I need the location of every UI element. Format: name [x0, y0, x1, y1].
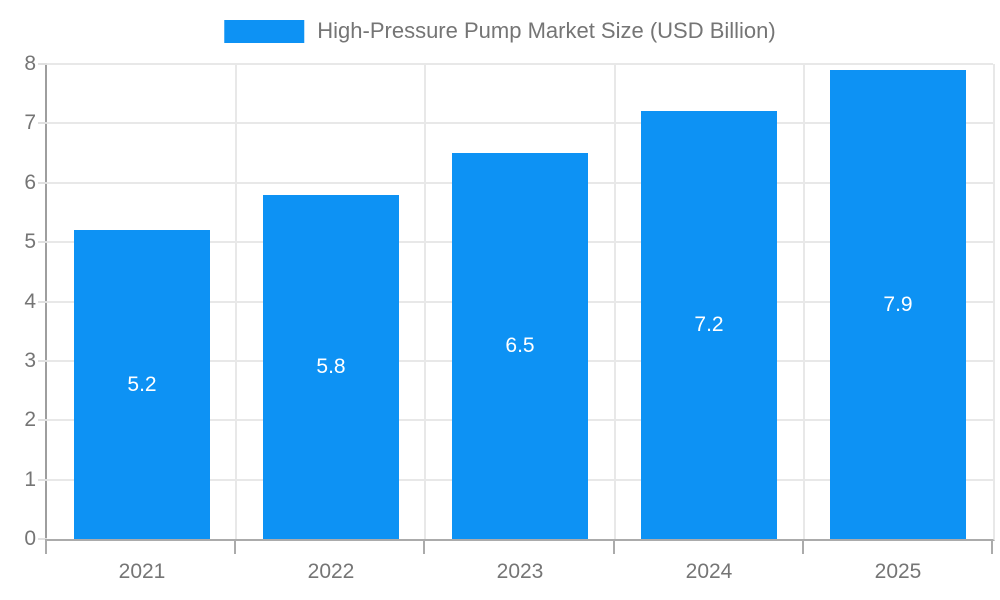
legend-swatch — [224, 19, 305, 43]
bar-2024[interactable]: 7.2 — [641, 111, 777, 539]
bar-value-label: 7.2 — [694, 313, 724, 336]
x-tick-mark — [802, 539, 804, 554]
y-tick-label: 0 — [24, 527, 36, 550]
y-tick-label: 8 — [24, 52, 36, 75]
bar-value-label: 6.5 — [505, 334, 535, 357]
plot-area: 5.2 5.8 6.5 7.2 7.9 — [45, 63, 995, 541]
gridline-horizontal — [47, 122, 993, 124]
bar-value-label: 7.9 — [883, 292, 913, 316]
x-tick-label: 2023 — [496, 560, 544, 583]
bar-2021[interactable]: 5.2 — [74, 230, 210, 539]
y-tick-label: 3 — [24, 349, 36, 372]
y-tick-mark — [38, 360, 47, 362]
y-tick-mark — [38, 419, 47, 421]
y-tick-mark — [38, 301, 47, 303]
legend-label: High-Pressure Pump Market Size (USD Bill… — [317, 18, 776, 43]
x-tick-label: 2022 — [307, 560, 355, 583]
y-tick-label: 6 — [24, 171, 36, 194]
y-tick-label: 1 — [24, 468, 36, 491]
y-tick-mark — [38, 182, 47, 184]
y-tick-label: 7 — [24, 111, 36, 134]
y-tick-mark — [38, 538, 47, 540]
y-tick-label: 4 — [24, 290, 36, 313]
legend-item[interactable]: High-Pressure Pump Market Size (USD Bill… — [224, 18, 776, 44]
bar-2023[interactable]: 6.5 — [452, 153, 588, 539]
x-tick-mark — [991, 539, 993, 554]
y-tick-mark — [38, 63, 47, 65]
gridline-horizontal — [47, 63, 993, 65]
gridline-vertical — [614, 64, 616, 539]
y-tick-label: 5 — [24, 230, 36, 253]
y-tick-mark — [38, 241, 47, 243]
x-tick-label: 2024 — [685, 560, 733, 583]
bar-value-label: 5.8 — [316, 355, 346, 378]
gridline-vertical — [235, 64, 237, 539]
bar-2025[interactable]: 7.9 — [830, 70, 966, 539]
x-tick-mark — [45, 539, 47, 554]
x-tick-mark — [234, 539, 236, 554]
y-tick-label: 2 — [24, 408, 36, 431]
gridline-vertical — [803, 64, 805, 539]
x-tick-mark — [613, 539, 615, 554]
x-tick-mark — [423, 539, 425, 554]
y-axis: 0 1 2 3 4 5 6 7 8 — [0, 52, 36, 550]
y-tick-mark — [38, 479, 47, 481]
x-tick-label: 2025 — [874, 560, 922, 583]
bar-2022[interactable]: 5.8 — [263, 195, 399, 539]
x-tick-label: 2021 — [118, 560, 166, 583]
y-tick-mark — [38, 122, 47, 124]
bar-value-label: 5.2 — [127, 372, 157, 396]
gridline-vertical — [424, 64, 426, 539]
